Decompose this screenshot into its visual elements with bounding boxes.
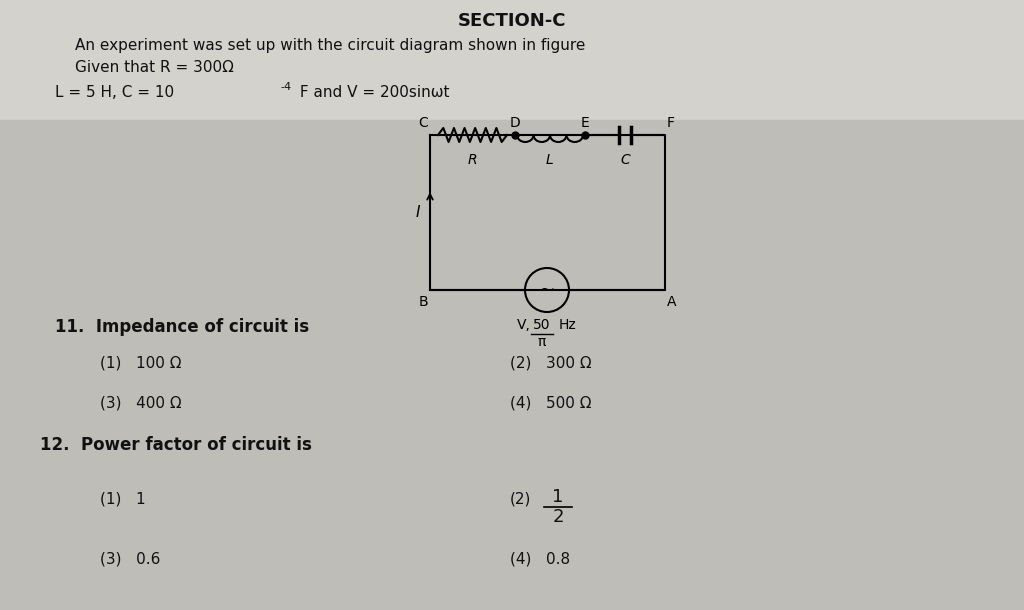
- Text: F: F: [667, 116, 675, 130]
- Bar: [0, 120, 1024, 610]
- Text: F and V = 200sinωt: F and V = 200sinωt: [295, 85, 450, 100]
- Text: π: π: [538, 335, 546, 349]
- Text: (1)   1: (1) 1: [100, 491, 145, 506]
- Text: (4)   0.8: (4) 0.8: [510, 551, 570, 566]
- Text: 1: 1: [552, 488, 563, 506]
- Text: 12.  Power factor of circuit is: 12. Power factor of circuit is: [40, 436, 312, 454]
- Text: -4: -4: [280, 82, 291, 92]
- Text: ~: ~: [539, 281, 555, 300]
- Text: R: R: [468, 153, 477, 167]
- Text: 11.  Impedance of circuit is: 11. Impedance of circuit is: [55, 318, 309, 336]
- Bar: [0, 0, 1024, 120]
- Text: (3)   0.6: (3) 0.6: [100, 551, 161, 566]
- Text: B: B: [419, 295, 428, 309]
- Text: SECTION-C: SECTION-C: [458, 12, 566, 30]
- Text: V,: V,: [517, 318, 530, 332]
- Text: I: I: [416, 205, 420, 220]
- Text: L = 5 H, C = 10: L = 5 H, C = 10: [55, 85, 174, 100]
- Text: Given that R = 300Ω: Given that R = 300Ω: [75, 60, 233, 75]
- Text: A: A: [667, 295, 677, 309]
- Text: (2): (2): [510, 491, 531, 506]
- Text: 2: 2: [552, 508, 564, 526]
- Text: E: E: [581, 116, 590, 130]
- Text: C: C: [418, 116, 428, 130]
- Text: Hz: Hz: [559, 318, 577, 332]
- Text: D: D: [510, 116, 520, 130]
- Text: An experiment was set up with the circuit diagram shown in figure: An experiment was set up with the circui…: [75, 38, 586, 53]
- Text: (3)   400 Ω: (3) 400 Ω: [100, 396, 181, 411]
- Text: (1)   100 Ω: (1) 100 Ω: [100, 356, 181, 371]
- Text: L: L: [546, 153, 554, 167]
- Text: (2)   300 Ω: (2) 300 Ω: [510, 356, 592, 371]
- Text: (4)   500 Ω: (4) 500 Ω: [510, 396, 592, 411]
- Text: 50: 50: [534, 318, 551, 332]
- Text: C: C: [621, 153, 630, 167]
